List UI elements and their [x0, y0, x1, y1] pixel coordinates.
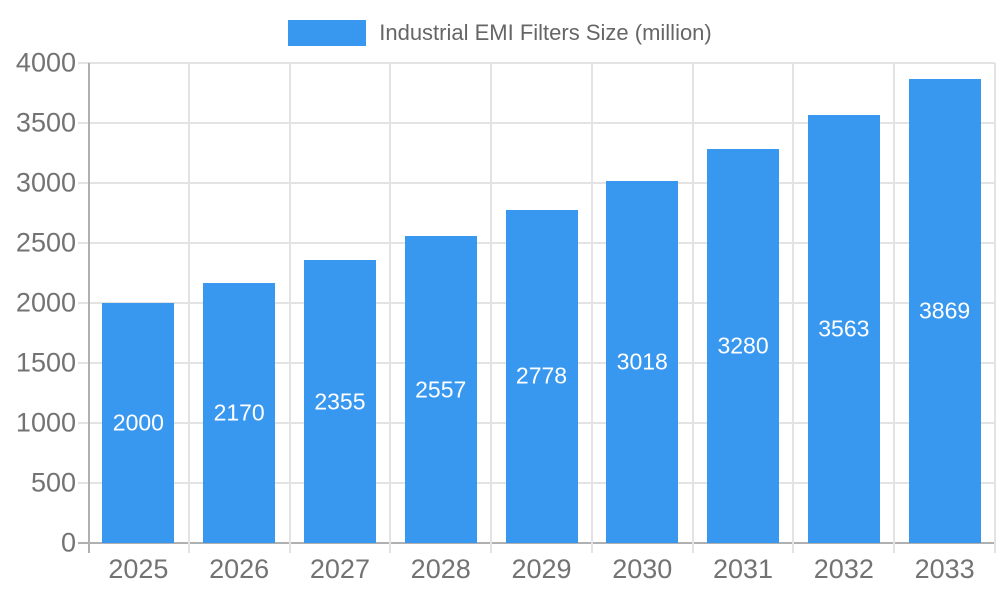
- x-tick-label-2025: 2025: [108, 554, 169, 584]
- gridline-vertical: [288, 63, 291, 553]
- legend-swatch: [288, 20, 367, 46]
- bar-2033: 3869: [908, 78, 981, 543]
- gridline-vertical: [187, 63, 190, 553]
- bar-2027: 2355: [303, 260, 376, 543]
- x-tick-label-2031: 2031: [713, 554, 774, 584]
- y-tick-label-3500: 3500: [15, 107, 76, 138]
- y-tick-label-2500: 2500: [15, 227, 76, 258]
- bar-value-label: 3869: [919, 297, 971, 324]
- bar-2031: 3280: [707, 149, 780, 543]
- bar-value-label: 3280: [717, 332, 769, 359]
- bar-value-label: 2170: [213, 399, 265, 426]
- bar-2030: 3018: [606, 180, 679, 543]
- bar-2029: 2778: [505, 209, 578, 543]
- x-tick-label-2027: 2027: [309, 554, 370, 584]
- gridline-vertical: [691, 63, 694, 553]
- plot-area: 2000 2170 2355 2557 2778 3018 3280 3563 3869: [78, 62, 996, 553]
- gridline-vertical: [994, 63, 996, 553]
- x-tick-label-2026: 2026: [209, 554, 270, 584]
- gridline-vertical: [893, 63, 896, 553]
- y-axis-line: [88, 63, 90, 553]
- bar-value-label: 2557: [415, 376, 467, 403]
- bar-value-label: 2355: [314, 388, 366, 415]
- y-tick-label-0: 0: [60, 527, 76, 558]
- bar-value-label: 2778: [515, 362, 568, 389]
- y-axis-labels: 0 500 1000 1500 2000 2500 3000 3500 4000: [0, 49, 76, 556]
- y-tick-label-1500: 1500: [15, 347, 76, 378]
- y-tick-label-3000: 3000: [15, 167, 76, 198]
- x-tick-label-2033: 2033: [914, 554, 975, 584]
- y-tick-label-500: 500: [30, 467, 76, 498]
- gridline-vertical: [792, 63, 795, 553]
- x-axis-line: [78, 542, 995, 544]
- bar-2028: 2557: [404, 236, 477, 543]
- y-tick-label-2000: 2000: [15, 287, 76, 318]
- y-tick-label-1000: 1000: [15, 407, 76, 438]
- x-tick-label-2032: 2032: [813, 554, 874, 584]
- x-tick-label-2028: 2028: [410, 554, 471, 584]
- gridline-horizontal: [78, 122, 995, 124]
- x-axis-labels: 2025 2026 2027 2028 2029 2030 2031 2032 2033: [88, 553, 995, 589]
- gridline-horizontal: [78, 62, 995, 64]
- bar-2032: 3563: [807, 115, 880, 543]
- gridline-vertical: [590, 63, 593, 553]
- gridline-vertical: [490, 63, 493, 553]
- gridline-vertical: [389, 63, 392, 553]
- x-tick-label-2030: 2030: [612, 554, 673, 584]
- legend-label: Industrial EMI Filters Size (million): [379, 20, 712, 45]
- gridline-horizontal: [78, 182, 995, 184]
- y-tick-label-4000: 4000: [15, 47, 76, 78]
- bar-value-label: 2000: [112, 409, 164, 436]
- x-tick-label-2029: 2029: [511, 554, 572, 584]
- legend[interactable]: Industrial EMI Filters Size (million): [0, 19, 1000, 47]
- bar-2026: 2170: [203, 282, 276, 543]
- bar-value-label: 3563: [818, 315, 870, 342]
- bar-value-label: 3018: [616, 348, 668, 375]
- bar-2025: 2000: [102, 303, 175, 543]
